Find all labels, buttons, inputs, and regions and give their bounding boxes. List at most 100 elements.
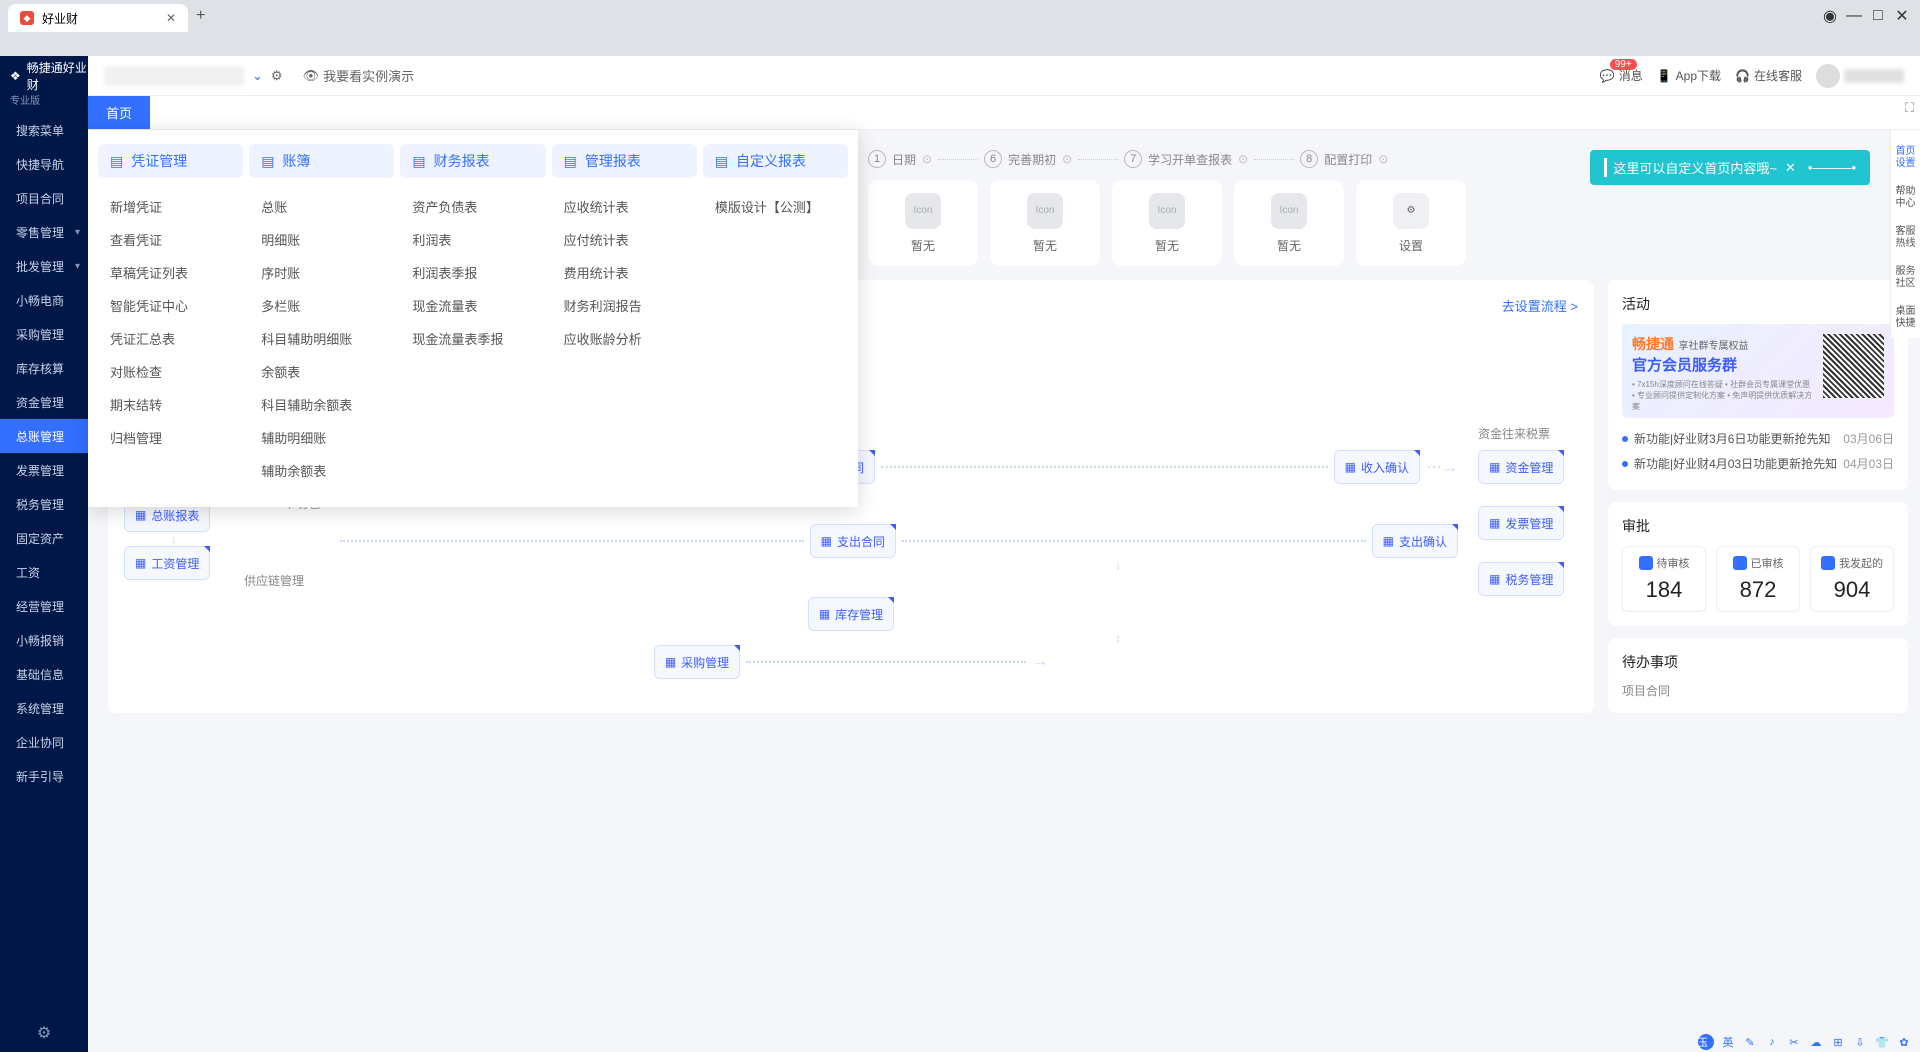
tb-icon[interactable]: ⇩ [1852,1034,1868,1050]
close-tab-icon[interactable]: ✕ [166,11,176,25]
mega-item[interactable]: 辅助明细账 [249,421,394,454]
sidebar-item[interactable]: 搜索菜单 [0,113,88,147]
user-menu[interactable] [1816,64,1904,88]
sidebar-item[interactable]: 基础信息 [0,657,88,691]
close-window-icon[interactable]: ✕ [1892,6,1912,26]
tb-icon[interactable]: ⊞ [1830,1034,1846,1050]
mega-item[interactable]: 应收账龄分析 [552,322,697,355]
mega-item[interactable]: 查看凭证 [98,223,243,256]
mega-item[interactable]: 应收统计表 [552,190,697,223]
mega-item[interactable]: 模版设计【公测】 [703,190,848,223]
mega-header[interactable]: ▤账簿 [249,144,394,178]
mega-item[interactable]: 辅助余额表 [249,454,394,487]
sidebar-item[interactable]: 经营管理 [0,589,88,623]
mega-item[interactable]: 财务利润报告 [552,289,697,322]
news-item[interactable]: 新功能|好业财3月6日功能更新抢先知03月06日 [1622,426,1894,451]
tb-icon[interactable]: ♪ [1764,1034,1780,1050]
quick-card[interactable]: Icon暂无 [990,180,1100,266]
approval-card[interactable]: 我发起的904 [1810,546,1894,612]
mega-item[interactable]: 明细账 [249,223,394,256]
sidebar-item[interactable]: 小畅电商 [0,283,88,317]
rail-item[interactable]: 服务社区 [1891,258,1920,298]
mega-item[interactable]: 科目辅助余额表 [249,388,394,421]
sidebar-item[interactable]: 项目合同 [0,181,88,215]
mega-item[interactable]: 期末结转 [98,388,243,421]
ime-lang[interactable]: 英 [1720,1034,1736,1050]
tb-icon[interactable]: ☁ [1808,1034,1824,1050]
sidebar-item[interactable]: 零售管理▾ [0,215,88,249]
mega-item[interactable]: 余额表 [249,355,394,388]
mega-item[interactable]: 归档管理 [98,421,243,454]
settings-card[interactable]: ⚙设置 [1356,180,1466,266]
tb-icon[interactable]: 👕 [1874,1034,1890,1050]
rail-item[interactable]: 桌面快捷 [1891,298,1920,338]
sidebar-item[interactable]: 企业协同 [0,725,88,759]
news-item[interactable]: 新功能|好业财4月03日功能更新抢先知04月03日 [1622,451,1894,476]
tb-icon[interactable]: ✂ [1786,1034,1802,1050]
sidebar-item[interactable]: 库存核算 [0,351,88,385]
node-expense-contract[interactable]: ▦ 支出合同 [810,524,896,558]
tb-icon[interactable]: ✎ [1742,1034,1758,1050]
mega-item[interactable]: 凭证汇总表 [98,322,243,355]
sidebar-item[interactable]: 税务管理 [0,487,88,521]
support-button[interactable]: 🎧 在线客服 [1735,67,1802,84]
mega-item[interactable]: 科目辅助明细账 [249,322,394,355]
app-download-button[interactable]: 📱 App下载 [1657,67,1721,84]
tab-home[interactable]: 首页 [88,96,150,129]
mega-header[interactable]: ▤管理报表 [552,144,697,178]
node-tax[interactable]: ▦ 税务管理 [1478,562,1564,596]
node-income-confirm[interactable]: ▦ 收入确认 [1334,450,1420,484]
node-funds[interactable]: ▦ 资金管理 [1478,450,1564,484]
node-invoice[interactable]: ▦ 发票管理 [1478,506,1564,540]
mega-item[interactable]: 序时账 [249,256,394,289]
node-stock[interactable]: ▦ 库存管理 [808,597,894,631]
tooltip-close-icon[interactable]: ✕ [1785,160,1796,176]
mega-header[interactable]: ▤自定义报表 [703,144,848,178]
mega-item[interactable]: 现金流量表 [400,289,545,322]
node-expense-confirm[interactable]: ▦ 支出确认 [1372,524,1458,558]
mega-item[interactable]: 对账检查 [98,355,243,388]
mega-item[interactable]: 费用统计表 [552,256,697,289]
messages-button[interactable]: 💬 消息 99+ [1600,67,1643,84]
quick-card[interactable]: Icon暂无 [1234,180,1344,266]
sidebar-item[interactable]: 资金管理 [0,385,88,419]
node-payroll[interactable]: ▦ 工资管理 [124,546,210,580]
sidebar-item[interactable]: 采购管理 [0,317,88,351]
mega-item[interactable]: 草稿凭证列表 [98,256,243,289]
quick-card[interactable]: Icon暂无 [1112,180,1222,266]
mega-item[interactable]: 新增凭证 [98,190,243,223]
demo-link[interactable]: 👁 我要看实例演示 [303,66,415,85]
sidebar-item[interactable]: 工资 [0,555,88,589]
mega-item[interactable]: 多栏账 [249,289,394,322]
tb-icon[interactable]: ✿ [1896,1034,1912,1050]
browser-tab[interactable]: ◆ 好业财 ✕ [8,4,188,32]
sidebar-item[interactable]: 小畅报销 [0,623,88,657]
gear-icon[interactable]: ⚙ [271,68,283,84]
mega-item[interactable]: 利润表季报 [400,256,545,289]
sidebar-item[interactable]: 批发管理▾ [0,249,88,283]
sidebar-settings[interactable]: ⚙ [0,1014,88,1052]
minimize-icon[interactable]: — [1844,6,1864,26]
mega-item[interactable]: 现金流量表季报 [400,322,545,355]
new-tab-button[interactable]: + [196,7,205,25]
approval-card[interactable]: 待审核184 [1622,546,1706,612]
mega-item[interactable]: 资产负债表 [400,190,545,223]
mega-item[interactable]: 应付统计表 [552,223,697,256]
sidebar-item[interactable]: 固定资产 [0,521,88,555]
ime-badge[interactable]: 玉 [1698,1034,1714,1050]
setup-flow-link[interactable]: 去设置流程 > [1502,296,1578,315]
mega-header[interactable]: ▤凭证管理 [98,144,243,178]
mega-item[interactable]: 总账 [249,190,394,223]
org-selector[interactable]: ⌄ ⚙ [104,66,283,86]
node-purchase[interactable]: ▦ 采购管理 [654,645,740,679]
incognito-icon[interactable]: ◉ [1820,6,1840,26]
rail-item[interactable]: 客服热线 [1891,218,1920,258]
fullscreen-icon[interactable]: ⛶ [1905,100,1914,116]
mega-header[interactable]: ▤财务报表 [400,144,545,178]
sidebar-item[interactable]: 总账管理 [0,419,88,453]
quick-card[interactable]: Icon暂无 [868,180,978,266]
promo-banner[interactable]: 畅捷通 享社群专属权益 官方会员服务群 • 7x15h深度顾问在线答疑 • 社群… [1622,324,1894,418]
rail-item[interactable]: 首页设置 [1891,138,1920,178]
approval-card[interactable]: 已审核872 [1716,546,1800,612]
mega-item[interactable]: 利润表 [400,223,545,256]
